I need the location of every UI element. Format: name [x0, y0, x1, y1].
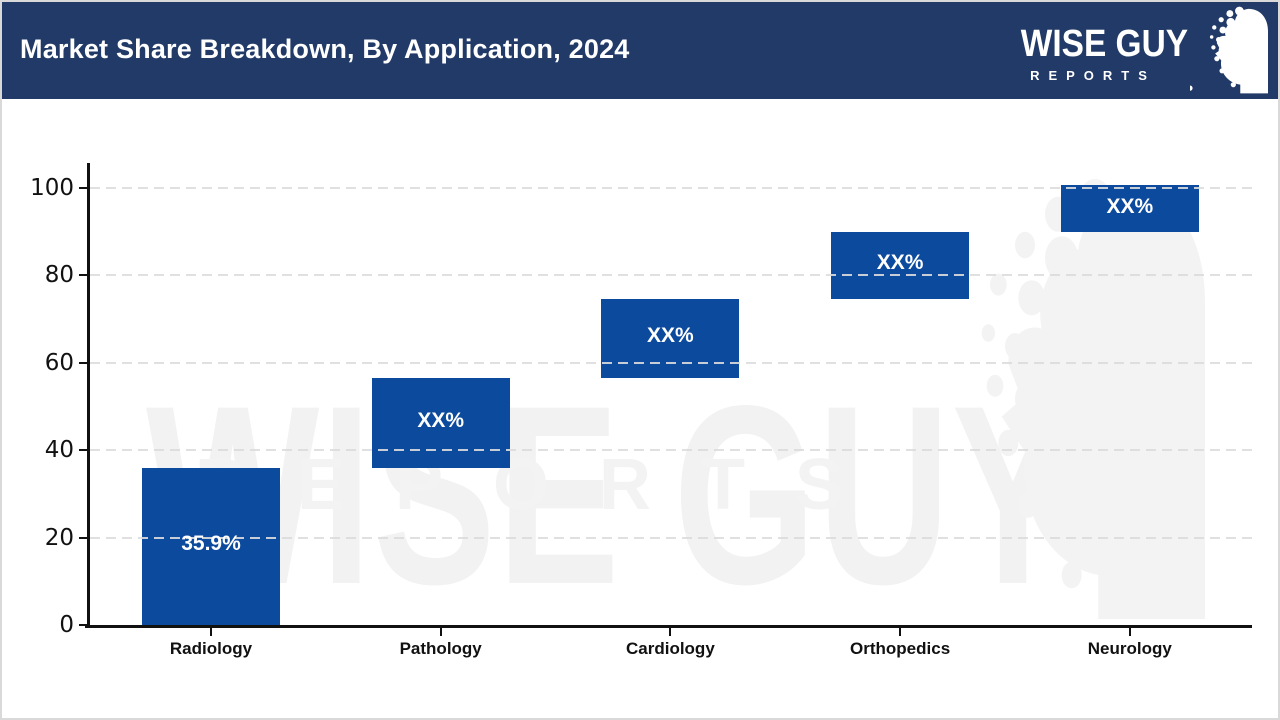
y-gridline	[90, 536, 1252, 539]
bar-segment	[142, 467, 280, 625]
x-axis-tick	[439, 627, 442, 636]
logo-subtitle: REPORTS	[1030, 68, 1156, 83]
y-axis-tick	[79, 449, 88, 451]
y-axis-tick-label: 40	[44, 437, 74, 463]
watermark-wordmark: WISE GUY	[146, 353, 1076, 638]
y-axis-tick-label: 20	[44, 524, 74, 551]
x-axis-category-label: Orthopedics	[850, 639, 951, 658]
bar-value-label: 35.9%	[181, 532, 241, 556]
bar-value-label: XX%	[417, 408, 465, 432]
logo-wordmark: WISE GUY	[1020, 23, 1188, 65]
chart-area: WISE GUY REPORTS 0 20 40 60 80 100 35.9% Radiol…	[0, 99, 1280, 720]
bar-value-label: XX%	[1106, 194, 1154, 218]
x-axis-category-label: Pathology	[399, 639, 482, 658]
chart-title: Market Share Breakdown, By Application, …	[20, 34, 630, 64]
wiseguy-head-icon	[1190, 6, 1268, 94]
x-axis-tick	[899, 627, 902, 636]
y-axis-spine	[87, 163, 90, 628]
y-axis-tick-label: 60	[44, 349, 74, 376]
watermark-head-icon	[981, 179, 1205, 619]
y-gridline	[90, 361, 1252, 364]
y-axis-tick	[79, 186, 88, 189]
wiseguy-logo: WISE GUY REPORTS	[998, 6, 1268, 94]
bar-segment	[831, 232, 970, 299]
y-axis-tick	[79, 624, 88, 626]
watermark-subtitle: REPORTS	[195, 445, 894, 525]
x-axis-category-label: Cardiology	[625, 639, 715, 658]
bar-value-label: XX%	[876, 251, 924, 275]
x-axis-spine	[85, 625, 1252, 628]
y-axis-tick-label: 100	[30, 174, 74, 201]
bar-segment	[601, 298, 740, 378]
x-axis-category-label: Radiology	[169, 639, 253, 658]
header: Market Share Breakdown, By Application, …	[0, 0, 1280, 99]
x-axis-tick	[210, 627, 212, 636]
y-axis-tick-label: 80	[44, 262, 74, 288]
x-axis-tick	[669, 627, 672, 636]
bar-segment	[371, 377, 510, 468]
y-axis-tick	[79, 536, 88, 539]
y-axis-tick	[79, 274, 88, 276]
logo-text: WISE GUY REPORTS	[998, 23, 1188, 83]
y-gridline	[90, 449, 1252, 451]
y-axis-tick-label: 0	[59, 612, 74, 638]
y-gridline	[90, 186, 1252, 189]
y-axis-tick	[79, 361, 88, 364]
bar-value-label: XX%	[647, 324, 694, 348]
x-axis-category-label: Neurology	[1087, 639, 1172, 658]
x-axis-tick	[1128, 627, 1131, 636]
bar-segment	[1060, 185, 1199, 233]
y-gridline	[90, 274, 1252, 276]
